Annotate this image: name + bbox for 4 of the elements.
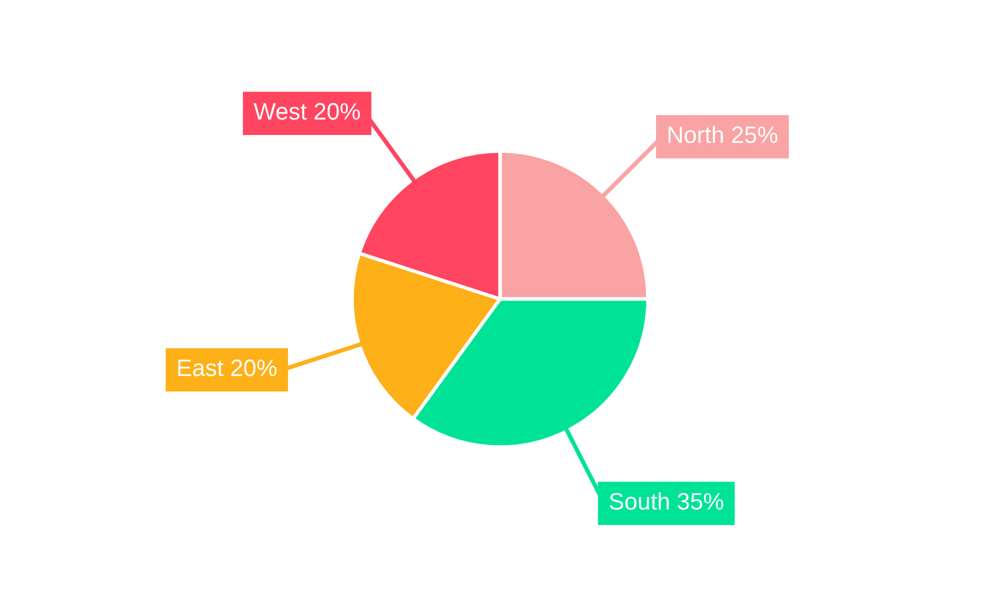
slice-label: North 25% — [668, 126, 778, 144]
slice-label: West 20% — [254, 103, 360, 120]
slice-label: East 20% — [178, 360, 277, 376]
slice-label: South 35% — [610, 492, 724, 510]
